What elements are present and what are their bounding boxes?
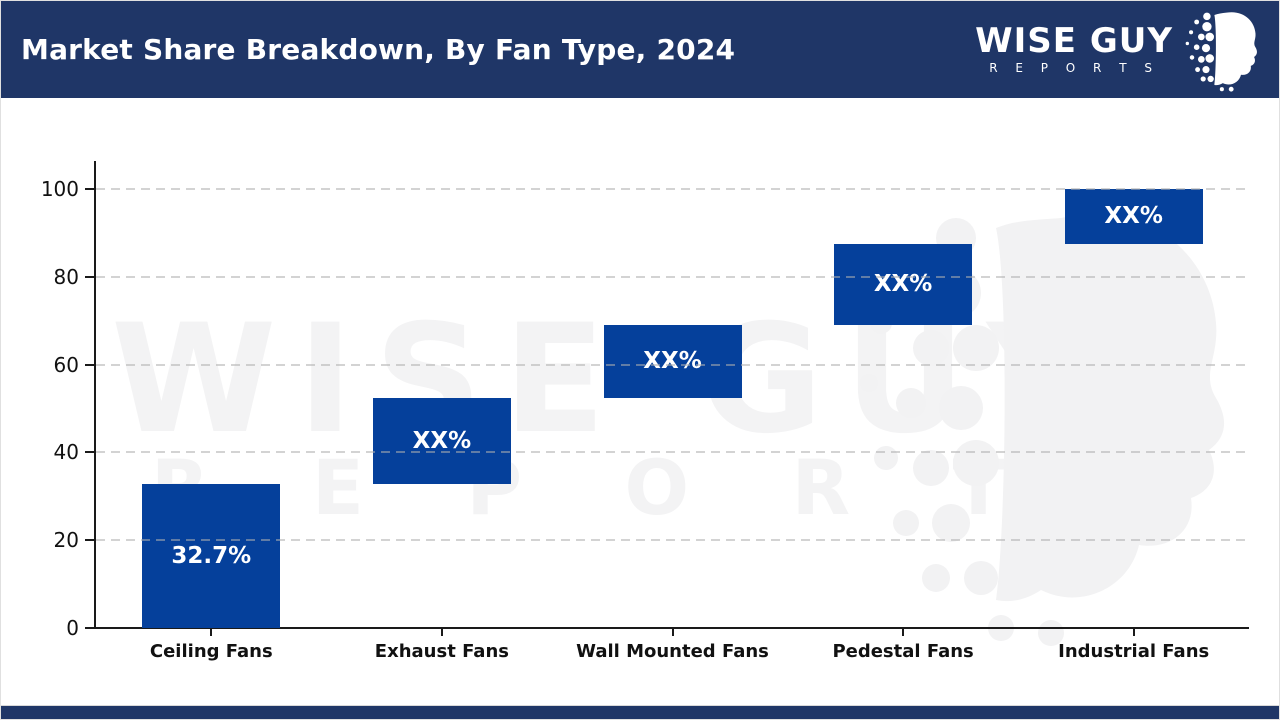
chart-title: Market Share Breakdown, By Fan Type, 202… — [21, 33, 736, 66]
y-tick-label: 0 — [66, 616, 79, 640]
dotted-face-logo-icon — [1185, 11, 1257, 92]
bar-segment: 32.7% — [142, 484, 281, 628]
gridline — [96, 451, 1249, 454]
footer-hairline — [1, 705, 1279, 706]
x-tick-mark — [671, 629, 674, 636]
gridline — [96, 363, 1249, 366]
gridline — [96, 188, 1249, 190]
logo-subtitle: R E P O R T S — [989, 61, 1159, 76]
y-tick-label: 80 — [53, 264, 79, 289]
y-tick-mark — [85, 188, 94, 190]
y-tick-label: 20 — [53, 528, 79, 553]
logo-text: WISE GUY R E P O R T S — [975, 20, 1173, 76]
wise-guy-reports-logo: WISE GUY R E P O R T S — [975, 8, 1263, 92]
bar-segment: XX% — [1064, 189, 1203, 244]
logo-wordmark: WISE GUY — [975, 20, 1173, 61]
x-tick-mark — [902, 629, 905, 636]
bar-segment: XX% — [603, 325, 742, 398]
bar-value-label: XX% — [643, 348, 702, 375]
x-tick-mark — [210, 629, 213, 636]
y-tick-mark — [85, 539, 94, 542]
category-label: Wall Mounted Fans — [576, 641, 769, 662]
y-tick-mark — [85, 363, 94, 366]
y-tick-mark — [85, 627, 94, 629]
y-tick-mark — [85, 275, 94, 278]
x-tick-mark — [440, 629, 443, 636]
y-tick-label: 100 — [40, 177, 79, 201]
bar-segment: XX% — [834, 243, 973, 326]
x-tick-mark — [1132, 629, 1135, 636]
plot-area: WISE GUY R E P O R T S 0 20 40 60 80 100 32.7%… — [1, 98, 1279, 708]
category-label: Exhaust Fans — [374, 641, 509, 662]
y-tick-label: 60 — [53, 352, 79, 377]
y-tick-label: 40 — [53, 440, 79, 465]
bar-value-label: XX% — [412, 427, 472, 454]
category-label: Ceiling Fans — [149, 641, 273, 662]
bar-segment: XX% — [372, 397, 511, 485]
y-axis-line — [94, 161, 96, 628]
footer-bar — [1, 706, 1279, 719]
gridline — [96, 275, 1249, 278]
y-tick-mark — [85, 451, 94, 454]
category-label: Industrial Fans — [1058, 641, 1210, 662]
bar-value-label: XX% — [1104, 203, 1163, 230]
header-band: Market Share Breakdown, By Fan Type, 202… — [1, 1, 1279, 98]
x-axis-line — [94, 627, 1249, 629]
category-label: Pedestal Fans — [832, 641, 974, 662]
bar-value-label: 32.7% — [171, 543, 252, 570]
gridline — [96, 539, 1249, 542]
